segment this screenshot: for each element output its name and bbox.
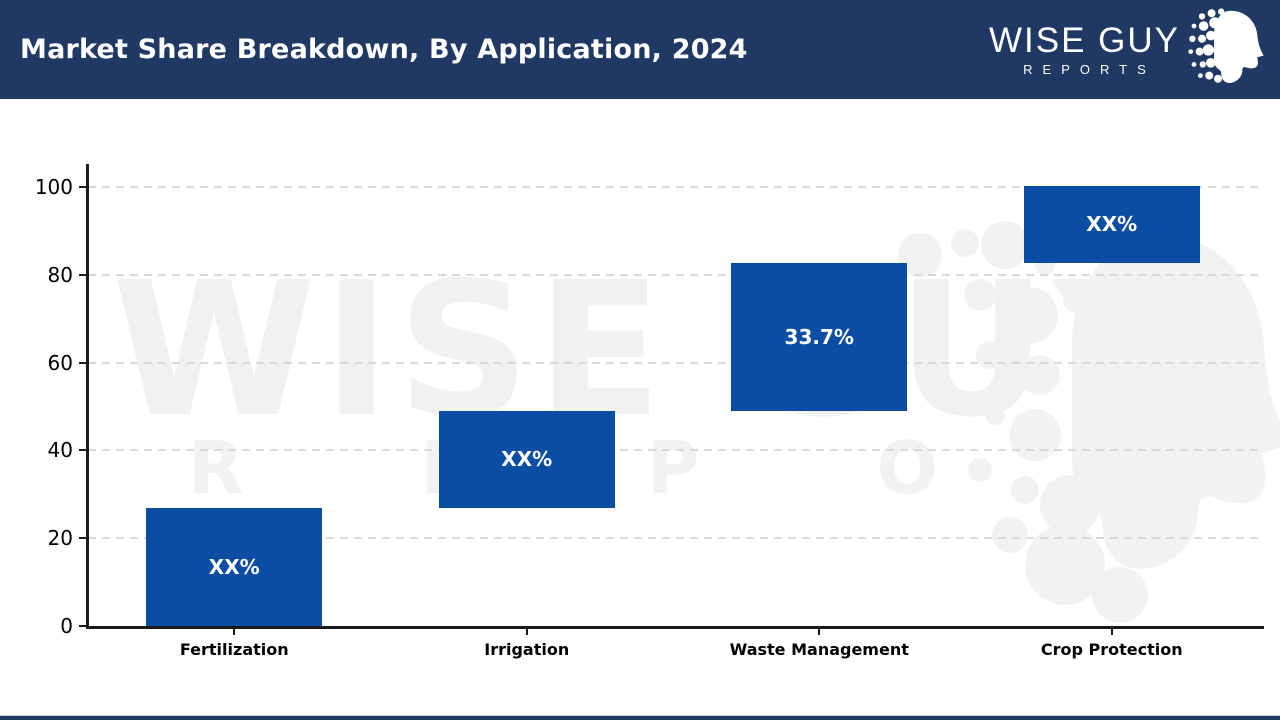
y-tick-label-0: 0	[60, 614, 73, 638]
wiseguy-head-icon	[1188, 7, 1264, 83]
x-tick-mark-2	[818, 626, 821, 635]
x-tick-mark-1	[525, 626, 528, 635]
logo-reports-label: REPORTS	[1023, 62, 1156, 77]
gridline-20	[88, 537, 1258, 540]
bar-crop-protection: XX%	[1023, 185, 1200, 263]
x-tick-label-2: Waste Management	[729, 640, 909, 659]
header-bar: Market Share Breakdown, By Application, …	[0, 0, 1280, 99]
wiseguy-logo: WISE GUY REPORTS	[989, 7, 1266, 92]
bar-value-label: XX%	[208, 554, 260, 579]
watermark-head-icon	[898, 221, 1280, 623]
x-tick-label-3: Crop Protection	[1040, 640, 1183, 659]
logo-text: WISE GUY REPORTS	[989, 23, 1180, 76]
y-tick-mark-80	[79, 273, 88, 276]
x-tick-mark-3	[1110, 626, 1113, 635]
y-tick-label-100: 100	[34, 175, 73, 199]
logo-wiseguy-label: WISE GUY	[988, 21, 1180, 60]
footer-bar	[0, 716, 1280, 720]
x-axis-line	[86, 626, 1264, 629]
x-tick-label-0: Fertilization	[179, 640, 289, 659]
y-axis-line	[86, 164, 89, 628]
bar-value-label: XX%	[501, 447, 553, 472]
x-tick-label-1: Irrigation	[484, 640, 570, 659]
y-tick-label-20: 20	[47, 526, 73, 551]
bar-fertilization: XX%	[146, 507, 323, 626]
y-tick-label-80: 80	[47, 262, 73, 287]
gridline-100	[88, 186, 1258, 188]
y-tick-mark-20	[79, 537, 88, 540]
bar-value-label: 33.7%	[784, 324, 854, 349]
chart-title: Market Share Breakdown, By Application, …	[20, 34, 748, 65]
y-tick-label-40: 40	[47, 438, 73, 463]
y-tick-mark-100	[79, 186, 88, 188]
y-tick-label-60: 60	[47, 350, 73, 375]
bar-irrigation: XX%	[438, 410, 615, 508]
gridline-60	[88, 361, 1258, 364]
watermark-wiseguy-text: WISE GUY	[112, 242, 1193, 458]
y-tick-mark-40	[79, 449, 88, 452]
bar-waste-management: 33.7%	[731, 262, 908, 411]
x-tick-mark-0	[233, 626, 236, 635]
gridline-80	[88, 273, 1258, 276]
bar-value-label: XX%	[1086, 212, 1138, 237]
y-tick-mark-0	[79, 625, 88, 627]
gridline-40	[88, 449, 1258, 452]
footer-divider	[0, 715, 1280, 716]
y-tick-mark-60	[79, 361, 88, 364]
